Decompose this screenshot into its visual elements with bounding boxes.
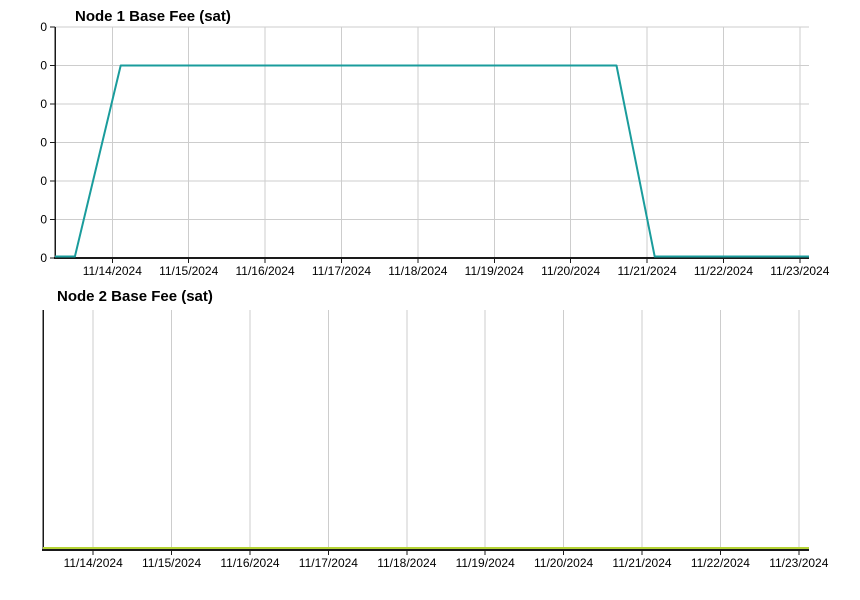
x-tick-label: 11/23/2024 [769,556,828,570]
x-tick-label: 11/18/2024 [377,556,436,570]
x-tick-label: 11/17/2024 [312,264,371,278]
x-tick-label: 11/19/2024 [456,556,515,570]
node2-chart-title: Node 2 Base Fee (sat) [57,288,213,305]
y-tick-label: 0 [40,59,47,73]
x-tick-label: 11/14/2024 [83,264,142,278]
x-tick-label: 11/18/2024 [388,264,447,278]
node1-base-fee-line [55,64,809,258]
node2-chart-plot: 11/14/2024 11/15/2024 11/16/2024 11/17/2024… [42,310,829,570]
y-tick-label: 0 [40,136,47,150]
x-tick-label: 11/15/2024 [142,556,201,570]
node1-chart-title: Node 1 Base Fee (sat) [75,8,231,25]
x-tick-label: 11/21/2024 [617,264,676,278]
x-tick-label: 11/22/2024 [694,264,753,278]
x-tick-label: 11/16/2024 [220,556,279,570]
y-tick-label: 0 [40,20,47,34]
x-tick-label: 11/16/2024 [235,264,294,278]
x-tick-label: 11/23/2024 [770,264,829,278]
x-tick-label: 11/22/2024 [691,556,750,570]
x-tick-label: 11/17/2024 [299,556,358,570]
x-tick-label: 11/19/2024 [465,264,524,278]
y-tick-label: 0 [40,97,47,111]
x-tick-label: 11/14/2024 [64,556,123,570]
x-tick-label: 11/20/2024 [534,556,593,570]
x-tick-label: 11/20/2024 [541,264,600,278]
y-tick-label: 0 [40,174,47,188]
y-tick-label: 0 [40,213,47,227]
x-tick-label: 11/21/2024 [612,556,671,570]
x-tick-label: 11/15/2024 [159,264,218,278]
node1-chart-plot: 11/14/2024 11/15/2024 11/16/2024 11/17/2024… [40,20,829,278]
y-tick-label: 0 [40,251,47,265]
